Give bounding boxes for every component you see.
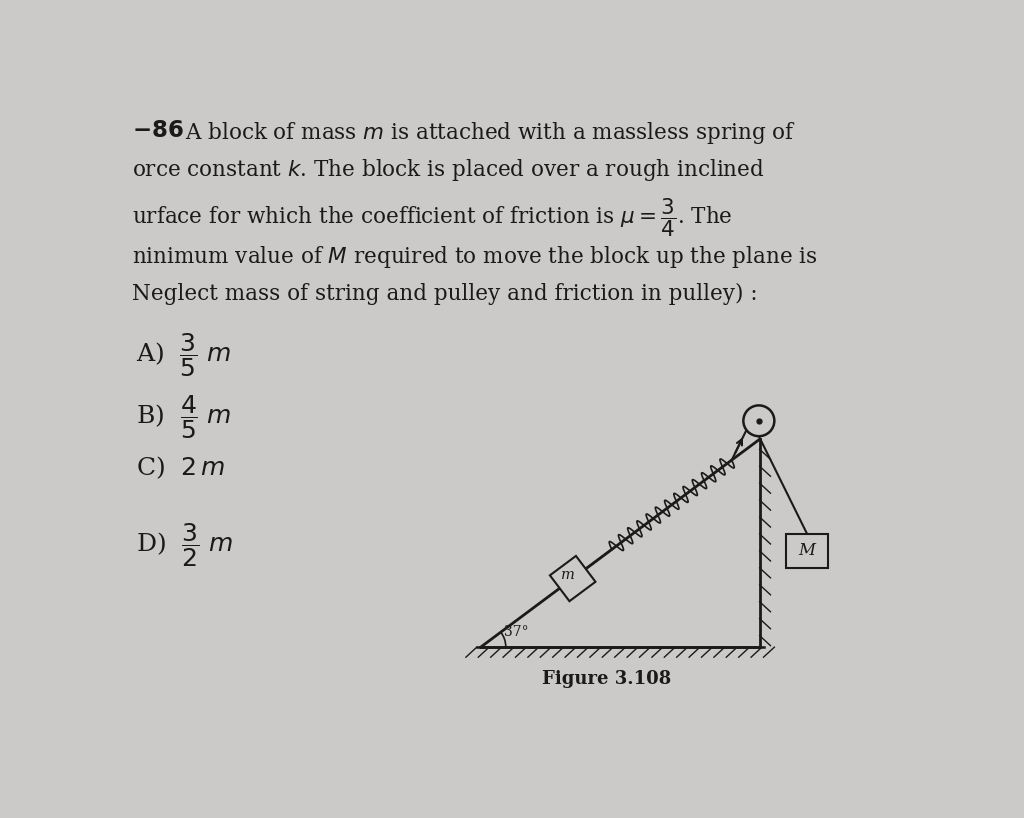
Text: M: M <box>799 542 815 560</box>
Text: orce constant $k$. The block is placed over a rough inclined: orce constant $k$. The block is placed o… <box>132 157 765 182</box>
Text: Neglect mass of string and pulley and friction in pulley) :: Neglect mass of string and pulley and fr… <box>132 283 758 305</box>
Text: D)  $\dfrac{3}{2}$ $m$: D) $\dfrac{3}{2}$ $m$ <box>136 522 233 569</box>
Text: urface for which the coefficient of friction is $\mu = \dfrac{3}{4}$. The: urface for which the coefficient of fric… <box>132 196 732 240</box>
Bar <box>785 533 828 569</box>
Text: C)  $2\,m$: C) $2\,m$ <box>136 455 225 481</box>
Text: ninimum value of $M$ required to move the block up the plane is: ninimum value of $M$ required to move th… <box>132 245 817 271</box>
Polygon shape <box>550 556 596 601</box>
Text: m: m <box>561 569 575 582</box>
Text: A)  $\dfrac{3}{5}$ $m$: A) $\dfrac{3}{5}$ $m$ <box>136 331 231 380</box>
Text: B)  $\dfrac{4}{5}$ $m$: B) $\dfrac{4}{5}$ $m$ <box>136 393 231 441</box>
Text: $\mathbf{-86}$: $\mathbf{-86}$ <box>132 119 183 142</box>
Text: A block of mass $m$ is attached with a massless spring of: A block of mass $m$ is attached with a m… <box>184 119 796 146</box>
Text: 37°: 37° <box>504 626 528 640</box>
Text: Figure 3.108: Figure 3.108 <box>542 670 671 688</box>
Circle shape <box>743 406 774 436</box>
